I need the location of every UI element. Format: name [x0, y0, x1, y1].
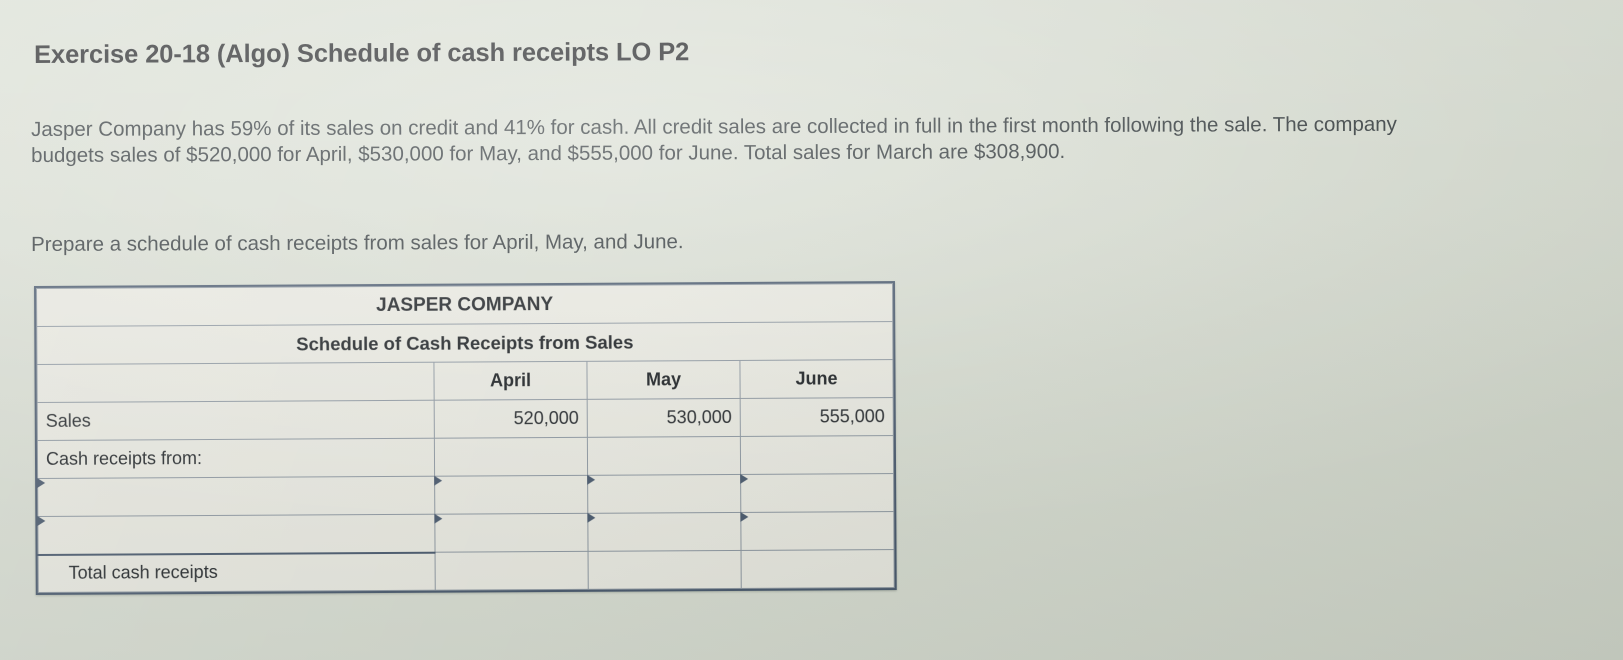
dropdown-caret-icon [740, 473, 749, 484]
entry-1-june-select[interactable] [740, 473, 894, 513]
schedule-title-cell: Schedule of Cash Receipts from Sales [36, 321, 893, 365]
cash-receipts-from-april-cell [434, 437, 588, 477]
total-cash-receipts-may-input[interactable] [588, 550, 742, 590]
entry-2-may-select[interactable] [587, 512, 742, 552]
dropdown-caret-icon [434, 513, 443, 524]
cash-receipts-from-june-cell [740, 435, 894, 475]
cash-receipts-schedule-table: JASPER COMPANY Schedule of Cash Receipts… [33, 281, 897, 596]
table-row-entry-1 [37, 473, 894, 517]
column-header-june: June [739, 359, 894, 399]
cash-receipts-from-may-cell [587, 436, 741, 476]
table-row-total-cash-receipts: Total cash receipts [38, 549, 895, 593]
corner-header-cell [36, 362, 435, 403]
problem-statement: Jasper Company has 59% of its sales on c… [31, 112, 1397, 167]
dropdown-caret-icon [37, 515, 46, 526]
entry-1-april-select[interactable] [434, 475, 588, 515]
total-cash-receipts-june-input[interactable] [741, 549, 895, 589]
dropdown-caret-icon [587, 512, 596, 523]
company-title-cell: JASPER COMPANY [36, 283, 893, 327]
dropdown-caret-icon [37, 477, 46, 488]
table-row-sales: Sales 520,000 530,000 555,000 [37, 397, 894, 441]
page-title: Exercise 20-18 (Algo) Schedule of cash r… [34, 38, 690, 69]
dropdown-caret-icon [587, 474, 596, 485]
table-row-month-headers: April May June [36, 359, 894, 403]
table-row-entry-2 [37, 511, 895, 555]
dropdown-caret-icon [434, 475, 443, 486]
table-row-company-title: JASPER COMPANY [36, 283, 893, 327]
schedule-table-container: JASPER COMPANY Schedule of Cash Receipts… [33, 281, 897, 596]
column-header-april: April [433, 361, 588, 401]
sales-may-value: 530,000 [587, 398, 741, 438]
sales-april-value: 520,000 [434, 399, 588, 439]
entry-2-june-select[interactable] [740, 511, 895, 551]
instruction-text: Prepare a schedule of cash receipts from… [31, 230, 684, 256]
sales-june-value: 555,000 [740, 397, 894, 437]
table-row-cash-receipts-from: Cash receipts from: [37, 435, 894, 479]
entry-2-april-select[interactable] [434, 513, 589, 553]
dropdown-caret-icon [740, 511, 749, 522]
column-header-may: May [586, 360, 741, 400]
entry-1-may-select[interactable] [587, 474, 741, 514]
entry-2-label-select[interactable] [37, 514, 436, 555]
table-row-schedule-title: Schedule of Cash Receipts from Sales [36, 321, 893, 365]
row-label-sales: Sales [37, 400, 435, 441]
entry-1-label-select[interactable] [37, 476, 435, 517]
row-label-cash-receipts-from: Cash receipts from: [37, 438, 435, 479]
row-label-total-cash-receipts: Total cash receipts [38, 552, 436, 593]
total-cash-receipts-april-input[interactable] [435, 551, 589, 591]
